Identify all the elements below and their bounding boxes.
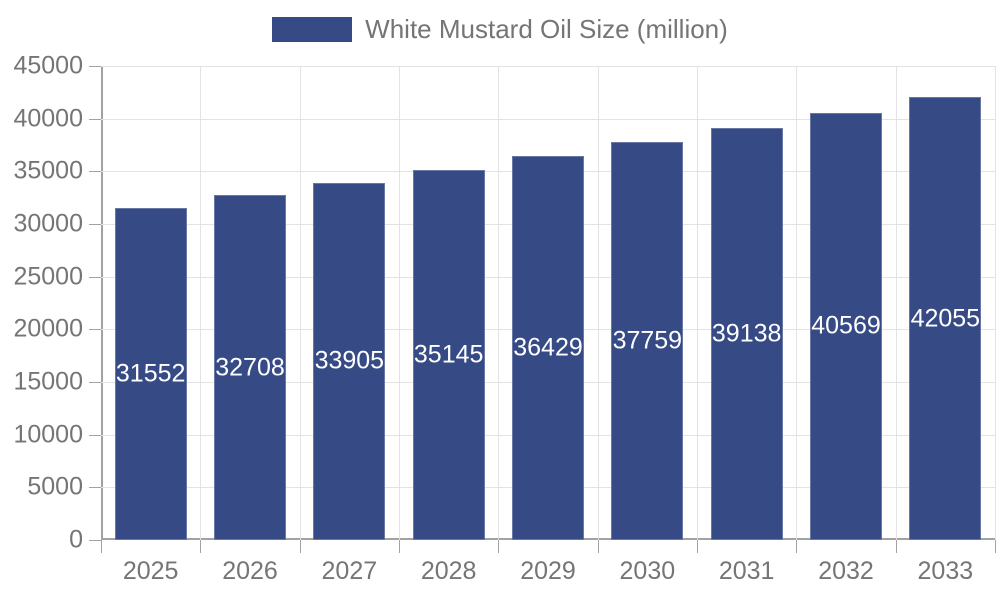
y-axis-label: 15000 xyxy=(13,367,83,396)
bar-value-label: 32708 xyxy=(215,353,285,382)
y-axis-tick xyxy=(89,118,101,120)
gridline-vertical xyxy=(399,66,400,540)
gridline-vertical xyxy=(597,66,599,540)
x-axis-label: 2031 xyxy=(718,557,775,585)
bar-value-label: 40569 xyxy=(811,311,881,340)
bar-2026[interactable]: 32708 xyxy=(214,195,286,540)
y-axis-label: 25000 xyxy=(13,262,83,291)
x-axis-label: 2029 xyxy=(520,557,576,585)
plot-area: 0 5000 10000 15000 20000 25000 30000 35000 40000… xyxy=(13,53,996,584)
x-axis-label: 2032 xyxy=(818,557,874,585)
bar-value-label: 33905 xyxy=(314,346,385,375)
x-axis-tick xyxy=(796,540,798,553)
y-axis-tick xyxy=(89,382,101,383)
y-axis-label: 5000 xyxy=(27,472,83,501)
y-axis-line xyxy=(101,66,103,540)
y-axis-tick xyxy=(89,540,101,541)
bar-2030[interactable]: 37759 xyxy=(611,142,684,540)
bar-2032[interactable]: 40569 xyxy=(810,112,882,540)
x-axis-label: 2025 xyxy=(122,557,179,585)
bar-2029[interactable]: 36429 xyxy=(512,156,584,540)
gridline-vertical xyxy=(895,66,897,540)
gridline-vertical xyxy=(697,66,698,540)
y-axis-label: 20000 xyxy=(13,314,83,343)
bar-value-label: 36429 xyxy=(513,333,583,362)
bar-2028[interactable]: 35145 xyxy=(412,169,485,540)
legend-label: White Mustard Oil Size (million) xyxy=(365,14,728,44)
bar-2025[interactable]: 31552 xyxy=(114,207,187,540)
y-axis-tick xyxy=(89,171,101,173)
x-axis-label: 2030 xyxy=(619,557,676,585)
bar-2031[interactable]: 39138 xyxy=(710,127,783,540)
x-axis-tick xyxy=(697,540,698,553)
x-axis-tick xyxy=(101,540,102,553)
bar-2033[interactable]: 42055 xyxy=(909,97,982,540)
x-axis-label: 2033 xyxy=(917,557,974,585)
y-axis-label: 10000 xyxy=(13,420,83,449)
gridline-horizontal xyxy=(101,118,995,120)
x-axis-tick xyxy=(597,540,599,553)
bar-value-label: 39138 xyxy=(711,319,782,348)
legend-swatch-icon xyxy=(272,16,353,42)
bar-value-label: 37759 xyxy=(612,326,683,355)
y-axis-tick xyxy=(89,66,101,67)
bar-2027[interactable]: 33905 xyxy=(313,182,386,540)
gridline-horizontal xyxy=(101,66,995,67)
gridline-vertical xyxy=(299,66,301,540)
y-axis-tick xyxy=(89,224,101,225)
x-axis-label: 2027 xyxy=(321,557,378,585)
x-axis-label: 2028 xyxy=(420,557,477,585)
x-axis-label: 2026 xyxy=(222,557,278,585)
bar-value-label: 31552 xyxy=(115,359,186,388)
y-axis-tick xyxy=(89,434,101,436)
y-axis-tick xyxy=(89,276,101,278)
x-axis-tick xyxy=(200,540,202,553)
y-axis-tick xyxy=(89,487,101,489)
x-axis-tick xyxy=(299,540,301,553)
gridline-vertical xyxy=(796,66,798,540)
y-axis-label: 45000 xyxy=(13,51,83,80)
x-axis-tick xyxy=(995,540,996,553)
y-axis-label: 0 xyxy=(69,525,83,554)
x-axis-tick xyxy=(498,540,500,553)
bar-value-label: 35145 xyxy=(413,340,484,369)
bar-value-label: 42055 xyxy=(910,304,981,333)
gridline-vertical xyxy=(200,66,202,540)
y-axis-label: 40000 xyxy=(13,104,83,133)
x-axis-tick xyxy=(895,540,897,553)
y-axis-label: 35000 xyxy=(13,156,83,185)
gridline-vertical xyxy=(498,66,500,540)
gridline-vertical xyxy=(995,66,996,540)
x-axis-tick xyxy=(399,540,400,553)
y-axis-tick xyxy=(89,329,101,331)
legend[interactable]: White Mustard Oil Size (million) xyxy=(0,14,1000,44)
y-axis-label: 30000 xyxy=(13,209,83,238)
